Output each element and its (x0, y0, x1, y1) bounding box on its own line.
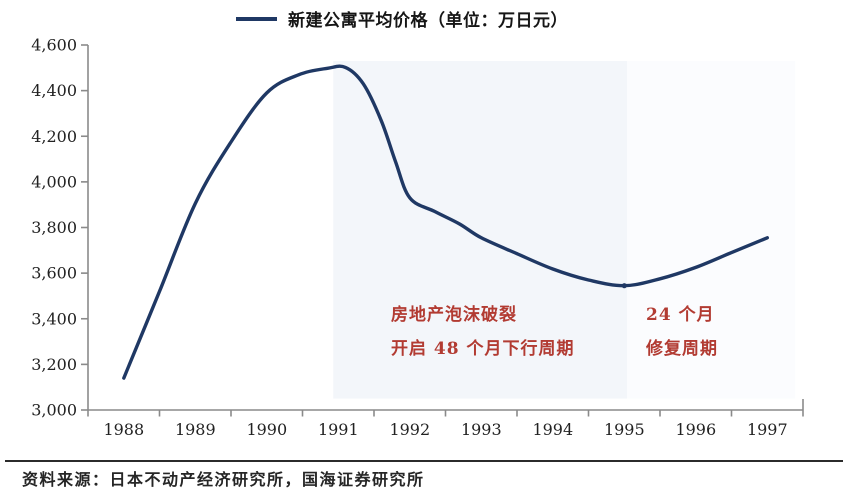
price-line (122, 64, 769, 380)
x-tick-label: 1990 (246, 420, 287, 439)
legend: 新建公寓平均价格（单位：万日元） (236, 6, 568, 31)
y-tick-label: 4,000 (31, 172, 77, 191)
legend-label: 新建公寓平均价格（单位：万日元） (288, 11, 568, 31)
x-tick-label: 1993 (461, 420, 502, 439)
region-48个月下行周期 (333, 61, 628, 399)
annotation-recovery-line1: 24 个月 (646, 305, 715, 325)
legend-line-icon (236, 17, 277, 21)
y-tick-label: 3,600 (31, 264, 77, 283)
x-tick-label: 1991 (318, 420, 359, 439)
annotation-downturn: 房地产泡沫破裂 开启 48 个月下行周期 (391, 298, 575, 366)
y-tick-label: 3,200 (31, 355, 77, 374)
annotation-recovery: 24 个月 修复周期 (646, 298, 718, 366)
x-tick-label: 1992 (389, 420, 430, 439)
annotation-downturn-line1: 房地产泡沫破裂 (391, 305, 517, 325)
x-tick-label: 1988 (103, 420, 144, 439)
y-tick-label: 3,400 (31, 309, 77, 328)
x-tick-label: 1996 (675, 420, 716, 439)
annotation-downturn-line2: 开启 48 个月下行周期 (391, 339, 575, 359)
source-note: 资料来源：日本不动产经济研究所，国海证券研究所 (22, 470, 425, 489)
annotation-recovery-line2: 修复周期 (646, 339, 718, 359)
x-tick-label: 1989 (175, 420, 216, 439)
axis-tick-labels: 3,000 3,200 3,400 3,600 3,800 4,000 4,200 4,400… (31, 36, 787, 440)
x-tick-label: 1997 (747, 420, 788, 439)
region-24个月修复周期 (627, 61, 796, 399)
x-tick-label: 1994 (532, 420, 573, 439)
y-tick-label: 3,000 (31, 401, 77, 420)
y-tick-label: 4,200 (31, 127, 77, 146)
x-tick-label: 1995 (604, 420, 645, 439)
source-separator-line (5, 460, 843, 462)
y-tick-label: 4,400 (31, 81, 77, 100)
y-tick-label: 4,600 (31, 36, 77, 55)
trough-marker (621, 283, 627, 289)
y-tick-label: 3,800 (31, 218, 77, 237)
shaded-regions (333, 61, 796, 399)
axes (81, 44, 804, 417)
